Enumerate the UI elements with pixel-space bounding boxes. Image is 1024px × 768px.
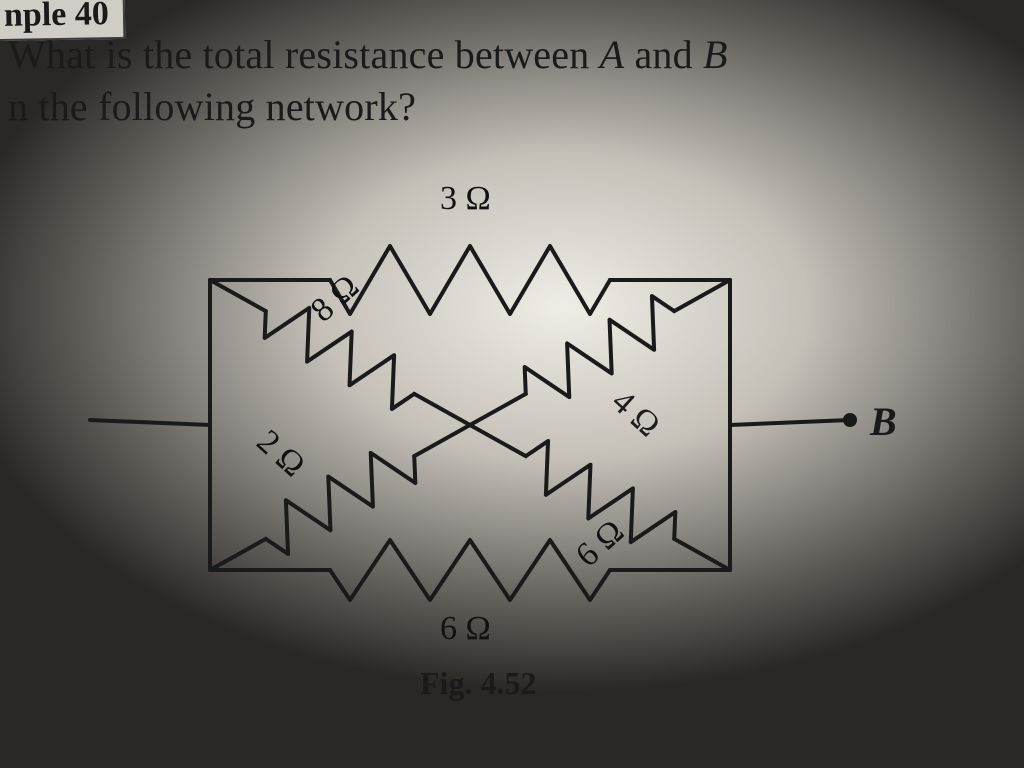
question-line-1: What is the total resistance between A a… <box>8 30 1004 80</box>
page: nple 40 What is the total resistance bet… <box>0 0 1024 768</box>
question-fragment: and <box>624 32 703 77</box>
question-text: What is the total resistance between A a… <box>0 30 1004 132</box>
example-number: nple 40 <box>4 0 109 34</box>
var-B: B <box>703 32 728 77</box>
label-6ohm-bottom: 6 Ω <box>440 610 491 648</box>
circuit-diagram: 3 Ω 6 Ω 8 Ω 4 Ω 2 Ω 6 Ω B Fig. 4.52 <box>120 170 860 690</box>
terminal-B-label: B <box>870 398 897 445</box>
label-3ohm: 3 Ω <box>440 180 491 218</box>
question-line-2: n the following network? <box>8 82 1004 132</box>
var-A: A <box>600 32 625 77</box>
figure-caption: Fig. 4.52 <box>420 665 536 702</box>
question-fragment: What is the total resistance between <box>8 32 600 77</box>
